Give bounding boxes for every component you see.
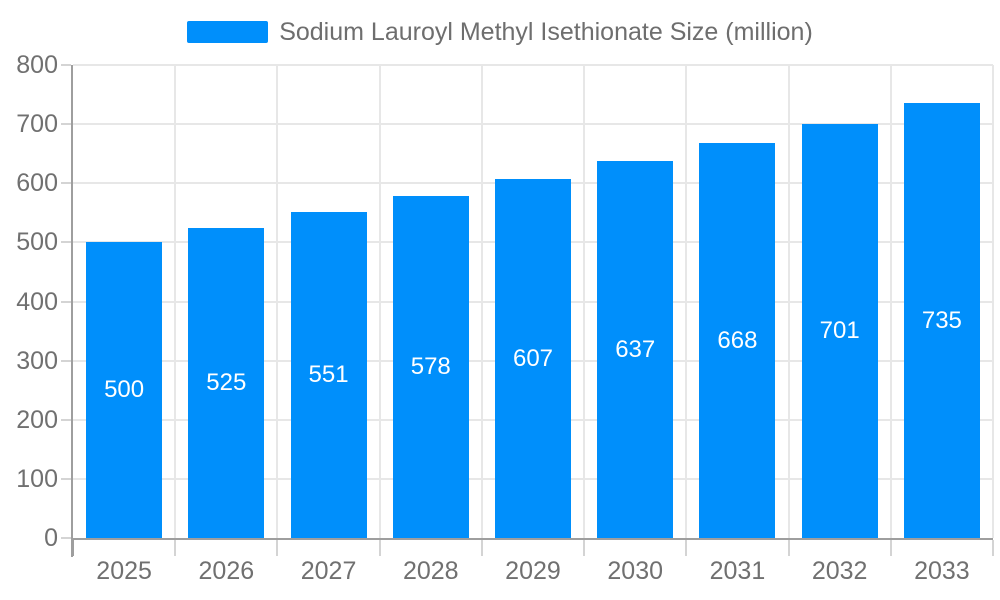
y-axis-tick bbox=[61, 300, 71, 303]
legend-label: Sodium Lauroyl Methyl Isethionate Size (… bbox=[279, 17, 813, 46]
bar-2033[interactable]: 735 bbox=[903, 103, 980, 538]
gridline-vertical bbox=[685, 65, 688, 538]
bar-value-label: 500 bbox=[104, 376, 145, 404]
gridline-vertical bbox=[992, 65, 994, 538]
y-axis-tick-label: 300 bbox=[16, 346, 58, 375]
bar-value-label: 637 bbox=[615, 335, 656, 363]
x-axis-tick-label: 2027 bbox=[300, 557, 357, 585]
y-axis-tick-label: 200 bbox=[16, 405, 58, 434]
bar-value-label: 607 bbox=[512, 344, 554, 372]
x-axis-tick bbox=[276, 540, 279, 556]
y-axis-tick bbox=[61, 64, 71, 66]
bar-2027[interactable]: 551 bbox=[290, 212, 367, 538]
x-axis-tick bbox=[480, 540, 483, 556]
x-axis-tick-label: 2031 bbox=[709, 557, 766, 585]
gridline-vertical bbox=[276, 65, 279, 538]
bar-2026[interactable]: 525 bbox=[188, 227, 265, 538]
bar-value-label: 578 bbox=[410, 353, 451, 381]
legend[interactable]: Sodium Lauroyl Methyl Isethionate Size (… bbox=[0, 18, 1000, 46]
y-axis-tick bbox=[61, 241, 71, 244]
x-axis-tick-label: 2025 bbox=[96, 557, 152, 585]
y-axis-tick bbox=[61, 123, 71, 126]
bar-2030[interactable]: 637 bbox=[597, 161, 674, 538]
gridline-vertical bbox=[889, 65, 892, 538]
gridline-horizontal bbox=[73, 64, 993, 66]
x-axis-tick bbox=[992, 540, 994, 556]
y-axis-tick bbox=[61, 477, 71, 480]
gridline-vertical bbox=[480, 65, 483, 538]
bar-value-label: 668 bbox=[717, 326, 758, 354]
y-axis-tick bbox=[61, 537, 71, 539]
plot-area: 500 525 551 578 607 637 668 701 735 bbox=[73, 64, 994, 538]
bar-2032[interactable]: 701 bbox=[801, 123, 878, 538]
y-axis-line bbox=[71, 65, 73, 557]
y-axis-tick bbox=[61, 182, 71, 185]
bar-value-label: 551 bbox=[308, 361, 349, 389]
y-axis-tick-label: 400 bbox=[16, 287, 58, 316]
x-axis-tick-label: 2028 bbox=[402, 557, 459, 585]
y-axis-tick-label: 800 bbox=[16, 51, 58, 79]
y-axis-tick-label: 600 bbox=[16, 169, 58, 198]
legend-swatch bbox=[187, 21, 269, 43]
x-axis-tick-label: 2026 bbox=[198, 557, 255, 585]
bar-2028[interactable]: 578 bbox=[392, 196, 469, 538]
x-axis-tick bbox=[72, 540, 74, 556]
y-axis-tick-label: 700 bbox=[16, 110, 58, 139]
x-axis-tick bbox=[583, 540, 586, 556]
gridline-vertical bbox=[174, 65, 177, 538]
x-axis-tick bbox=[889, 540, 892, 556]
x-axis-line bbox=[71, 538, 993, 540]
y-axis-tick-label: 100 bbox=[16, 464, 58, 493]
y-axis-tick-label: 500 bbox=[16, 228, 58, 257]
y-axis-tick bbox=[61, 418, 71, 421]
y-axis-tick bbox=[61, 359, 71, 362]
gridline-horizontal bbox=[73, 123, 993, 126]
bar-value-label: 735 bbox=[921, 306, 962, 334]
x-axis-tick bbox=[787, 540, 790, 556]
x-axis-tick-label: 2029 bbox=[505, 557, 561, 585]
y-axis-tick-label: 0 bbox=[44, 524, 58, 552]
gridline-vertical bbox=[583, 65, 586, 538]
gridline-vertical bbox=[378, 65, 381, 538]
x-axis-tick bbox=[378, 540, 381, 556]
bar-2029[interactable]: 607 bbox=[495, 179, 571, 538]
bar-2025[interactable]: 500 bbox=[86, 242, 163, 538]
x-axis-tick bbox=[685, 540, 688, 556]
bar-value-label: 525 bbox=[206, 368, 247, 396]
x-axis-tick bbox=[174, 540, 177, 556]
bar-value-label: 701 bbox=[819, 316, 860, 344]
x-axis-tick-label: 2033 bbox=[914, 557, 970, 585]
x-axis-tick-label: 2030 bbox=[607, 557, 664, 585]
bar-2031[interactable]: 668 bbox=[699, 143, 776, 538]
gridline-vertical bbox=[787, 65, 790, 538]
x-axis-tick-label: 2032 bbox=[811, 557, 868, 585]
